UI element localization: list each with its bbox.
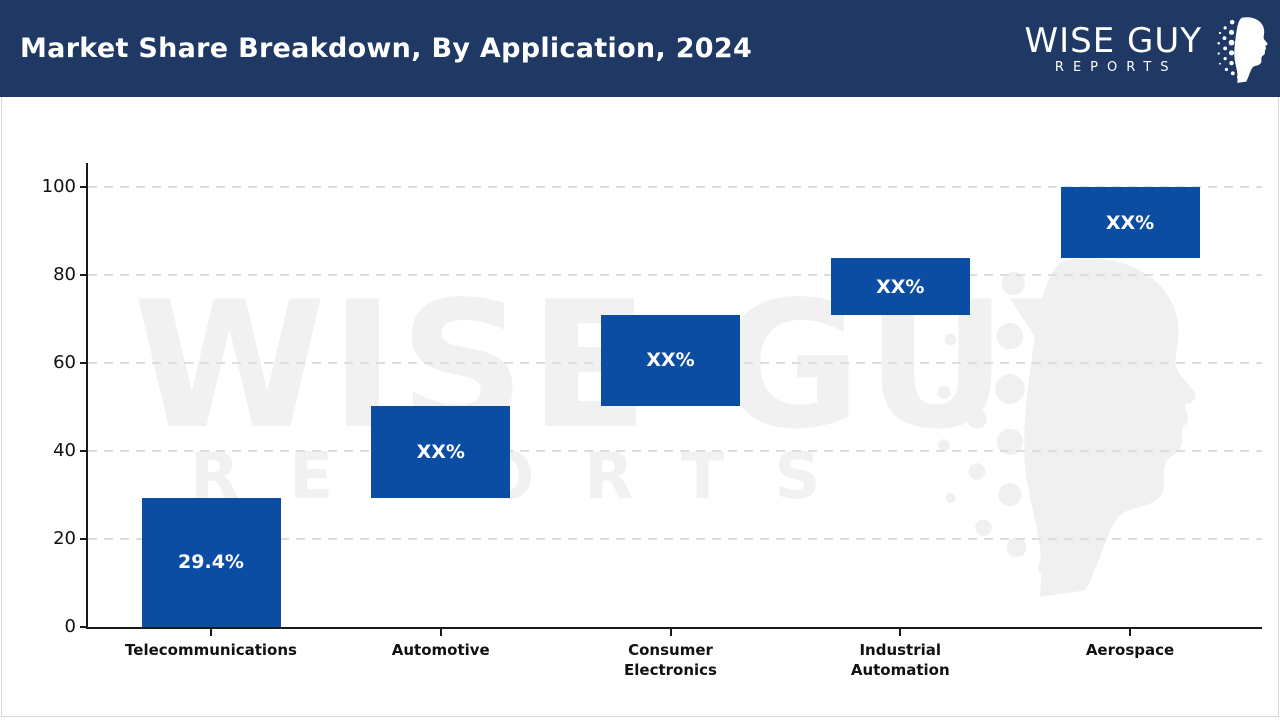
y-tick-mark-0: [80, 626, 88, 628]
brand-logo: WISE GUY REPORTS: [1024, 6, 1268, 92]
x-category-label-2: Consumer Electronics: [624, 641, 717, 679]
bar-telecommunications: 29.4%: [141, 497, 281, 627]
gridline-80: [88, 274, 1262, 276]
x-category-label-1: Automotive: [391, 641, 490, 659]
y-tick-label-0: 0: [64, 616, 76, 637]
bar-value-label: XX%: [646, 349, 695, 372]
y-axis-line: [86, 163, 88, 629]
y-tick-label-100: 100: [41, 176, 76, 197]
y-tick-label-80: 80: [53, 264, 76, 285]
header: Market Share Breakdown, By Application, …: [0, 0, 1280, 97]
bar-industrial-automation: XX%: [830, 258, 970, 316]
x-tick-mark-2: [669, 629, 672, 636]
y-tick-mark-20: [80, 538, 88, 540]
bar-aerospace: XX%: [1060, 187, 1200, 259]
x-category-label-3: Industrial Automation: [850, 641, 950, 679]
bar-value-label: XX%: [1105, 211, 1155, 234]
gridline-100: [88, 186, 1262, 188]
y-tick-mark-80: [80, 274, 88, 276]
bar-value-label: XX%: [416, 440, 465, 463]
bar-value-label: XX%: [876, 275, 925, 298]
x-tick-mark-0: [210, 629, 212, 636]
x-category-label-0: Telecommunications: [125, 641, 297, 659]
y-tick-label-20: 20: [53, 528, 76, 549]
gridline-20: [88, 538, 1262, 540]
x-tick-mark-1: [439, 629, 442, 636]
x-category-label-4: Aerospace: [1085, 641, 1175, 659]
brand-name: WISE GUY: [1024, 21, 1202, 61]
x-tick-mark-4: [1129, 629, 1131, 636]
bar-value-label: 29.4%: [178, 551, 244, 574]
brand-subtitle: REPORTS: [1054, 60, 1178, 75]
gridline-40: [88, 450, 1262, 452]
y-tick-mark-100: [80, 186, 88, 188]
x-tick-mark-3: [899, 629, 902, 636]
bar-automotive: XX%: [371, 405, 511, 498]
brand-logo-text: WISE GUY REPORTS: [1024, 23, 1202, 75]
y-tick-label-60: 60: [53, 352, 76, 373]
x-axis-line: [86, 627, 1262, 629]
bar-consumer-electronics: XX%: [601, 315, 740, 406]
wiseguy-head-icon: [1204, 8, 1268, 90]
y-tick-label-40: 40: [53, 440, 76, 461]
y-tick-mark-40: [80, 450, 88, 452]
page-title: Market Share Breakdown, By Application, …: [20, 33, 753, 64]
y-tick-mark-60: [80, 362, 88, 364]
